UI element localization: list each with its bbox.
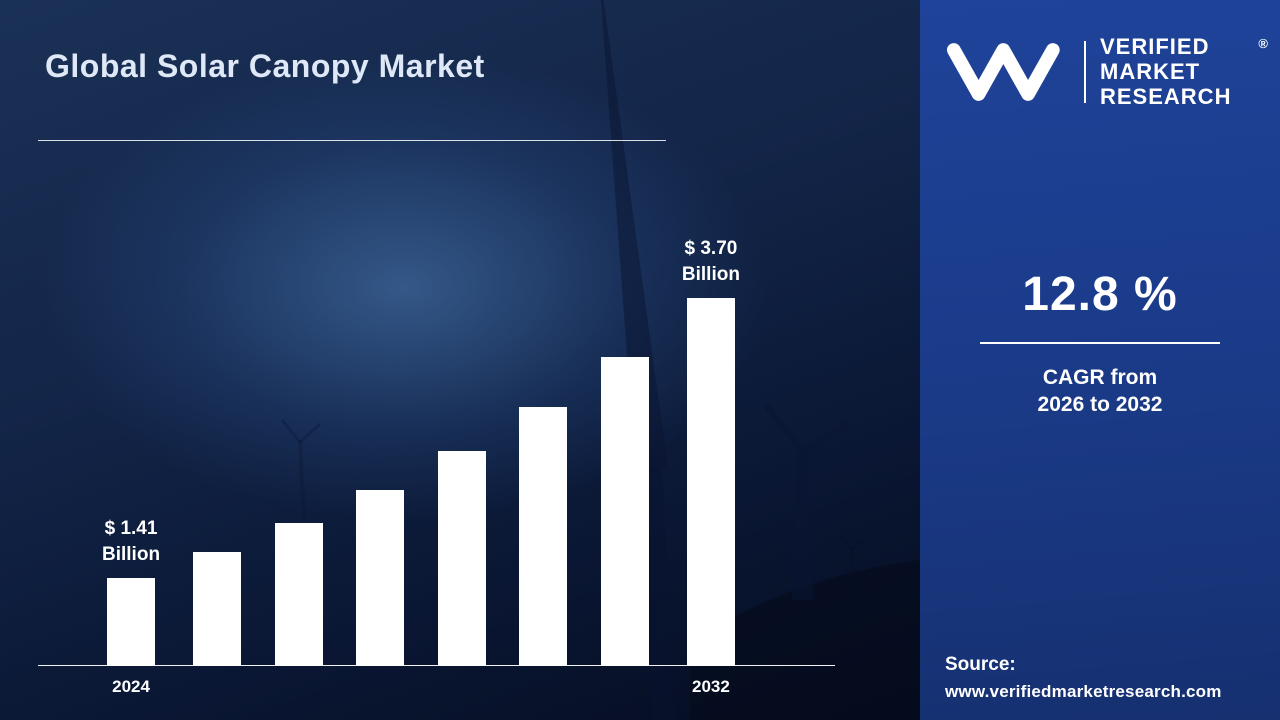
bar: [519, 407, 568, 666]
cagr-caption-line2: 2026 to 2032: [1037, 393, 1163, 416]
brand-panel: VERIFIED MARKET RESEARCH ® 12.8 % CAGR f…: [920, 0, 1280, 720]
bar: [686, 298, 735, 666]
source-url[interactable]: www.verifiedmarketresearch.com: [945, 682, 1222, 701]
source-label: Source:: [945, 654, 1016, 675]
registered-trademark-icon: ®: [1258, 36, 1268, 51]
bar-column: [519, 220, 568, 698]
bar: [193, 552, 242, 666]
bar: [600, 357, 649, 666]
chart-section: Global Solar Canopy Market $ 1.41 Billion…: [0, 0, 920, 720]
vmr-logo-icon: [946, 42, 1060, 101]
cagr-caption: CAGR from 2026 to 2032: [920, 364, 1280, 418]
brand-divider: [1084, 40, 1086, 103]
brand-name: VERIFIED MARKET RESEARCH: [1100, 34, 1231, 109]
bar-columns: $ 1.41 Billion 2024 $ 3.70 Billion 2032: [38, 220, 835, 698]
brand-line-market: MARKET: [1100, 59, 1201, 84]
bar-column: $ 1.41 Billion 2024: [102, 220, 160, 698]
bar-column: [193, 220, 242, 698]
bar-column: [600, 220, 649, 698]
bar: [437, 451, 486, 666]
x-tick-label: 2032: [692, 677, 730, 696]
bar-column: $ 3.70 Billion 2032: [682, 220, 740, 698]
brand-line-verified: VERIFIED: [1100, 34, 1210, 59]
x-axis-line: [38, 665, 835, 666]
source-attribution: Source: www.verifiedmarketresearch.com: [945, 654, 1222, 702]
page-title: Global Solar Canopy Market: [45, 48, 485, 84]
bar-value-label: $ 1.41 Billion: [102, 518, 161, 565]
title-underline: [38, 140, 666, 141]
bar-chart: $ 1.41 Billion 2024 $ 3.70 Billion 2032: [38, 220, 835, 698]
bar: [107, 578, 156, 666]
brand-lockup: VERIFIED MARKET RESEARCH: [920, 0, 1280, 109]
bar-value-label: $ 3.70 Billion: [681, 238, 740, 285]
bar: [274, 523, 323, 666]
bar-column: [274, 220, 323, 698]
cagr-caption-line1: CAGR from: [1042, 366, 1158, 389]
bar-column: [356, 220, 405, 698]
cagr-value: 12.8 %: [1022, 268, 1178, 321]
x-tick-label: 2024: [112, 677, 150, 696]
bar: [356, 490, 405, 666]
brand-line-research: RESEARCH: [1100, 84, 1232, 109]
bar-column: [437, 220, 486, 698]
cagr-underline: [980, 342, 1220, 344]
cagr-stat: 12.8 % CAGR from 2026 to 2032: [920, 267, 1280, 418]
